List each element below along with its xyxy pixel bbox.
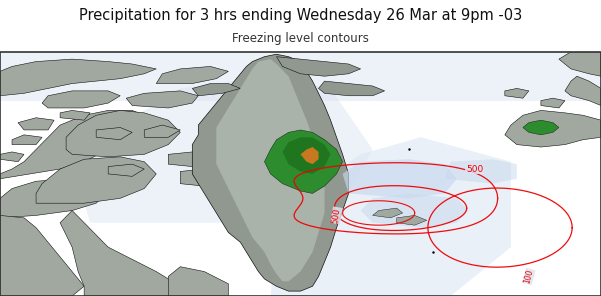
Polygon shape — [505, 110, 601, 147]
Polygon shape — [168, 152, 204, 167]
Polygon shape — [565, 76, 601, 105]
Polygon shape — [319, 81, 385, 96]
Polygon shape — [0, 110, 144, 179]
Polygon shape — [0, 215, 84, 296]
Polygon shape — [0, 179, 108, 218]
Polygon shape — [216, 59, 325, 281]
Polygon shape — [144, 125, 180, 137]
Polygon shape — [42, 91, 120, 108]
Polygon shape — [66, 110, 180, 157]
Polygon shape — [270, 137, 511, 296]
Polygon shape — [0, 59, 156, 96]
Polygon shape — [156, 67, 228, 83]
Polygon shape — [343, 159, 457, 198]
Polygon shape — [361, 194, 469, 228]
Polygon shape — [96, 128, 132, 140]
Text: Freezing level contours: Freezing level contours — [232, 32, 369, 45]
Polygon shape — [397, 215, 427, 225]
Polygon shape — [505, 89, 529, 98]
Polygon shape — [60, 110, 90, 120]
Polygon shape — [0, 152, 24, 162]
Polygon shape — [192, 54, 349, 291]
Polygon shape — [445, 159, 517, 184]
Polygon shape — [282, 137, 331, 174]
Polygon shape — [523, 120, 559, 135]
Polygon shape — [72, 76, 373, 223]
Text: 500: 500 — [466, 165, 483, 173]
Polygon shape — [126, 91, 198, 108]
Polygon shape — [12, 135, 42, 144]
Polygon shape — [264, 130, 343, 194]
Text: 500: 500 — [331, 207, 343, 224]
Polygon shape — [0, 52, 601, 101]
Text: 100: 100 — [523, 268, 535, 285]
Polygon shape — [18, 118, 54, 130]
Polygon shape — [36, 157, 156, 203]
Polygon shape — [108, 164, 144, 176]
Polygon shape — [180, 169, 216, 186]
Polygon shape — [541, 98, 565, 108]
Polygon shape — [192, 83, 240, 96]
Polygon shape — [60, 210, 180, 296]
Polygon shape — [168, 267, 228, 296]
Polygon shape — [276, 57, 361, 76]
Polygon shape — [300, 147, 319, 164]
Polygon shape — [373, 208, 403, 218]
Polygon shape — [559, 52, 601, 76]
Text: Precipitation for 3 hrs ending Wednesday 26 Mar at 9pm -03: Precipitation for 3 hrs ending Wednesday… — [79, 8, 522, 23]
